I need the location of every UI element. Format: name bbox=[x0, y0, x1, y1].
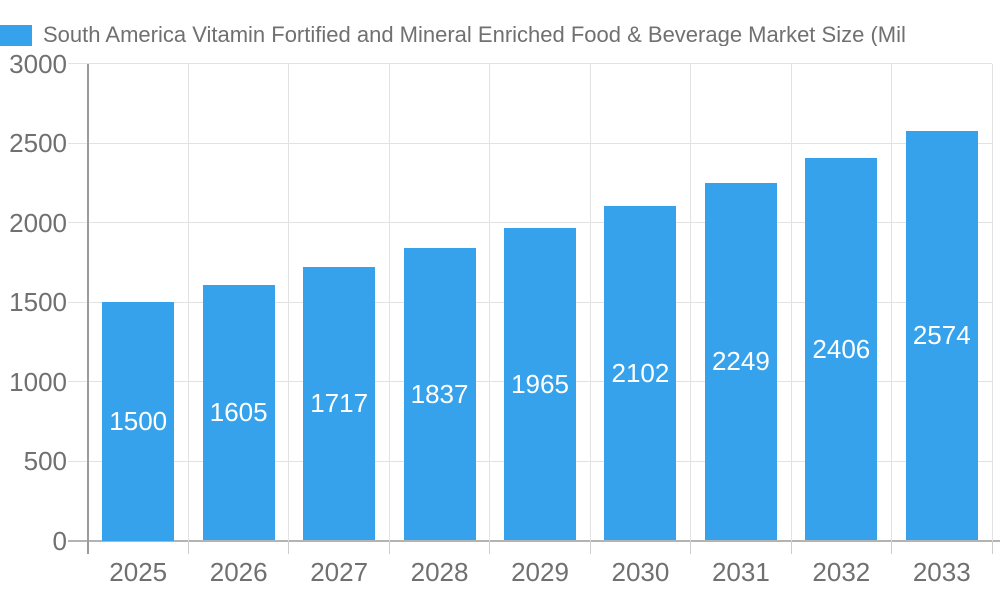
legend-swatch-icon bbox=[0, 24, 32, 46]
bar-value-label: 1605 bbox=[209, 397, 268, 428]
bar-value-label: 1965 bbox=[511, 368, 569, 399]
x-gridline bbox=[891, 63, 893, 541]
y-tick-label: 3000 bbox=[9, 48, 67, 79]
bar[interactable]: 2406 bbox=[805, 157, 878, 541]
bar[interactable]: 2249 bbox=[704, 182, 777, 541]
x-gridline bbox=[288, 63, 290, 541]
bar-value-label: 2102 bbox=[611, 357, 670, 388]
bar[interactable]: 1605 bbox=[202, 285, 275, 541]
x-tick-mark bbox=[991, 540, 993, 554]
x-gridline bbox=[388, 63, 390, 541]
x-gridline bbox=[589, 63, 591, 541]
x-tick-mark bbox=[790, 540, 792, 554]
legend-item[interactable]: South America Vitamin Fortified and Mine… bbox=[0, 24, 906, 46]
x-tick-mark bbox=[589, 540, 591, 554]
legend-label: South America Vitamin Fortified and Mine… bbox=[43, 24, 906, 46]
x-tick-label: 2033 bbox=[912, 557, 971, 587]
x-tick-label: 2031 bbox=[711, 557, 770, 587]
y-gridline bbox=[68, 63, 992, 64]
bar[interactable]: 1500 bbox=[102, 302, 175, 541]
x-tick-label: 2029 bbox=[511, 557, 569, 587]
x-gridline bbox=[187, 63, 189, 541]
y-axis-line bbox=[87, 63, 89, 554]
bar-value-label: 2249 bbox=[711, 346, 770, 377]
bar[interactable]: 1965 bbox=[504, 228, 576, 541]
x-gridline bbox=[991, 63, 993, 541]
bar[interactable]: 2102 bbox=[604, 206, 677, 541]
x-tick-label: 2030 bbox=[611, 557, 670, 587]
y-tick-label: 1000 bbox=[9, 366, 67, 397]
x-tick-label: 2025 bbox=[109, 557, 168, 587]
bar-value-label: 1500 bbox=[109, 405, 168, 436]
bar-value-label: 2574 bbox=[912, 320, 971, 351]
x-axis-baseline bbox=[68, 539, 1000, 542]
x-tick-mark bbox=[690, 540, 692, 554]
x-tick-label: 2027 bbox=[310, 557, 369, 587]
x-tick-mark bbox=[489, 540, 491, 554]
bar-value-label: 2406 bbox=[812, 333, 871, 364]
x-tick-mark bbox=[288, 540, 290, 554]
x-tick-mark bbox=[891, 540, 893, 554]
x-gridline bbox=[690, 63, 692, 541]
x-tick-label: 2032 bbox=[812, 557, 871, 587]
y-gridline bbox=[68, 142, 992, 144]
x-tick-label: 2026 bbox=[209, 557, 268, 587]
x-tick-label: 2028 bbox=[410, 557, 469, 587]
x-tick-mark bbox=[388, 540, 390, 554]
bar[interactable]: 1837 bbox=[403, 248, 476, 541]
bar-value-label: 1837 bbox=[410, 378, 469, 409]
bar-value-label: 1717 bbox=[310, 388, 369, 419]
x-tick-mark bbox=[187, 540, 189, 554]
y-gridline bbox=[68, 222, 992, 223]
y-tick-label: 1500 bbox=[9, 287, 67, 317]
y-tick-label: 0 bbox=[52, 525, 67, 556]
bar[interactable]: 1717 bbox=[303, 267, 376, 541]
y-tick-label: 500 bbox=[23, 446, 67, 476]
y-tick-label: 2000 bbox=[9, 207, 67, 238]
legend: South America Vitamin Fortified and Mine… bbox=[0, 24, 1000, 46]
y-tick-label: 2500 bbox=[9, 128, 67, 158]
x-gridline bbox=[489, 63, 491, 541]
bar[interactable]: 2574 bbox=[905, 131, 978, 541]
x-gridline bbox=[790, 63, 792, 541]
